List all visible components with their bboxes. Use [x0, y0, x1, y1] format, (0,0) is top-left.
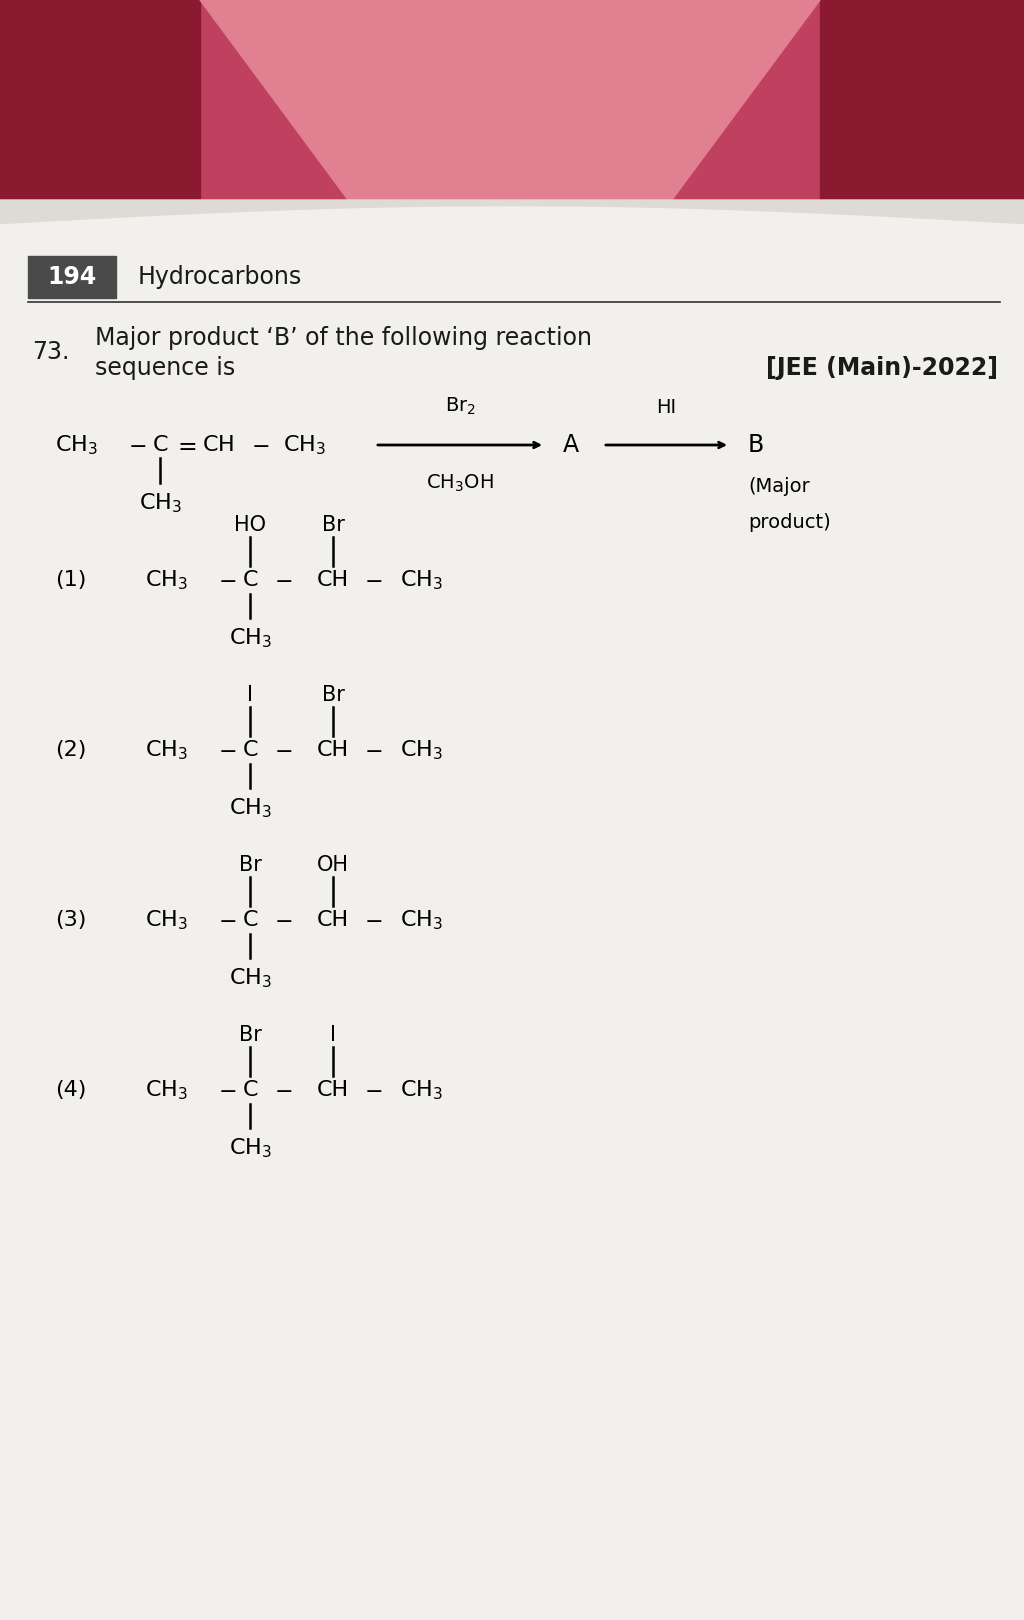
Text: C: C	[243, 1081, 258, 1100]
Text: CH: CH	[317, 570, 349, 590]
Text: HI: HI	[656, 399, 677, 416]
Text: $\mathregular{CH_3}$: $\mathregular{CH_3}$	[400, 569, 443, 591]
Text: $\mathregular{CH_3}$: $\mathregular{CH_3}$	[228, 966, 271, 990]
Text: $-$: $-$	[364, 910, 382, 930]
Text: $\mathregular{CH_3}$: $\mathregular{CH_3}$	[400, 739, 443, 761]
Text: 73.: 73.	[32, 340, 70, 364]
Text: (Major: (Major	[748, 476, 810, 496]
Text: $-$: $-$	[364, 1081, 382, 1100]
Text: $\mathregular{CH_3}$: $\mathregular{CH_3}$	[55, 433, 98, 457]
Text: B: B	[748, 433, 764, 457]
Text: $-$: $-$	[273, 1081, 292, 1100]
Text: (2): (2)	[55, 740, 86, 760]
Text: $-$: $-$	[273, 740, 292, 760]
Text: HO: HO	[234, 515, 266, 535]
Bar	[820, 0, 1024, 271]
Bar	[28, 256, 116, 298]
Text: $\mathregular{CH_3}$: $\mathregular{CH_3}$	[400, 1079, 443, 1102]
Text: A: A	[563, 433, 580, 457]
Text: $\mathregular{CH_3}$: $\mathregular{CH_3}$	[228, 1136, 271, 1160]
Text: (1): (1)	[55, 570, 86, 590]
Text: Br: Br	[239, 1025, 261, 1045]
Text: 194: 194	[47, 266, 96, 288]
Text: C: C	[153, 436, 168, 455]
Text: $\mathregular{CH_3OH}$: $\mathregular{CH_3OH}$	[426, 473, 494, 494]
Text: $\mathregular{Br_2}$: $\mathregular{Br_2}$	[444, 395, 475, 416]
Text: I: I	[247, 685, 253, 705]
Text: CH: CH	[317, 1081, 349, 1100]
Text: CH: CH	[317, 740, 349, 760]
Text: C: C	[243, 570, 258, 590]
Text: $-$: $-$	[364, 740, 382, 760]
Bar	[0, 0, 1024, 271]
Text: Hydrocarbons: Hydrocarbons	[138, 266, 302, 288]
Text: $-$: $-$	[128, 436, 146, 455]
Text: sequence is: sequence is	[95, 356, 236, 381]
Text: $\mathregular{CH_3}$: $\mathregular{CH_3}$	[145, 909, 188, 931]
Text: $=$: $=$	[173, 433, 197, 457]
Text: $-$: $-$	[273, 910, 292, 930]
Text: Br: Br	[322, 515, 344, 535]
Text: $-$: $-$	[218, 740, 237, 760]
Text: Br: Br	[322, 685, 344, 705]
Text: $\mathregular{CH_3}$: $\mathregular{CH_3}$	[145, 569, 188, 591]
Text: $-$: $-$	[364, 570, 382, 590]
Text: Major product ‘B’ of the following reaction: Major product ‘B’ of the following react…	[95, 326, 592, 350]
Text: $\mathregular{CH_3}$: $\mathregular{CH_3}$	[145, 1079, 188, 1102]
Text: $\mathregular{CH}$: $\mathregular{CH}$	[202, 436, 234, 455]
Bar	[0, 220, 1024, 1620]
Text: Br: Br	[239, 855, 261, 875]
Text: $-$: $-$	[251, 436, 269, 455]
Text: (3): (3)	[55, 910, 86, 930]
Text: product): product)	[748, 514, 830, 531]
Text: $\mathregular{CH_3}$: $\mathregular{CH_3}$	[138, 491, 181, 515]
Text: [JEE (Main)-2022]: [JEE (Main)-2022]	[766, 356, 998, 381]
Bar	[0, 0, 200, 271]
Text: C: C	[243, 740, 258, 760]
Text: $\mathregular{CH_3}$: $\mathregular{CH_3}$	[400, 909, 443, 931]
Text: $\mathregular{CH_3}$: $\mathregular{CH_3}$	[145, 739, 188, 761]
Text: $-$: $-$	[218, 570, 237, 590]
Text: OH: OH	[317, 855, 349, 875]
Polygon shape	[200, 0, 820, 271]
Text: C: C	[243, 910, 258, 930]
Text: $\mathregular{CH_3}$: $\mathregular{CH_3}$	[283, 433, 326, 457]
Text: CH: CH	[317, 910, 349, 930]
Text: $-$: $-$	[273, 570, 292, 590]
Text: I: I	[330, 1025, 336, 1045]
Text: $\mathregular{CH_3}$: $\mathregular{CH_3}$	[228, 795, 271, 820]
Text: (4): (4)	[55, 1081, 86, 1100]
Text: $\mathregular{CH_3}$: $\mathregular{CH_3}$	[228, 627, 271, 650]
Text: $-$: $-$	[218, 910, 237, 930]
Text: $-$: $-$	[218, 1081, 237, 1100]
